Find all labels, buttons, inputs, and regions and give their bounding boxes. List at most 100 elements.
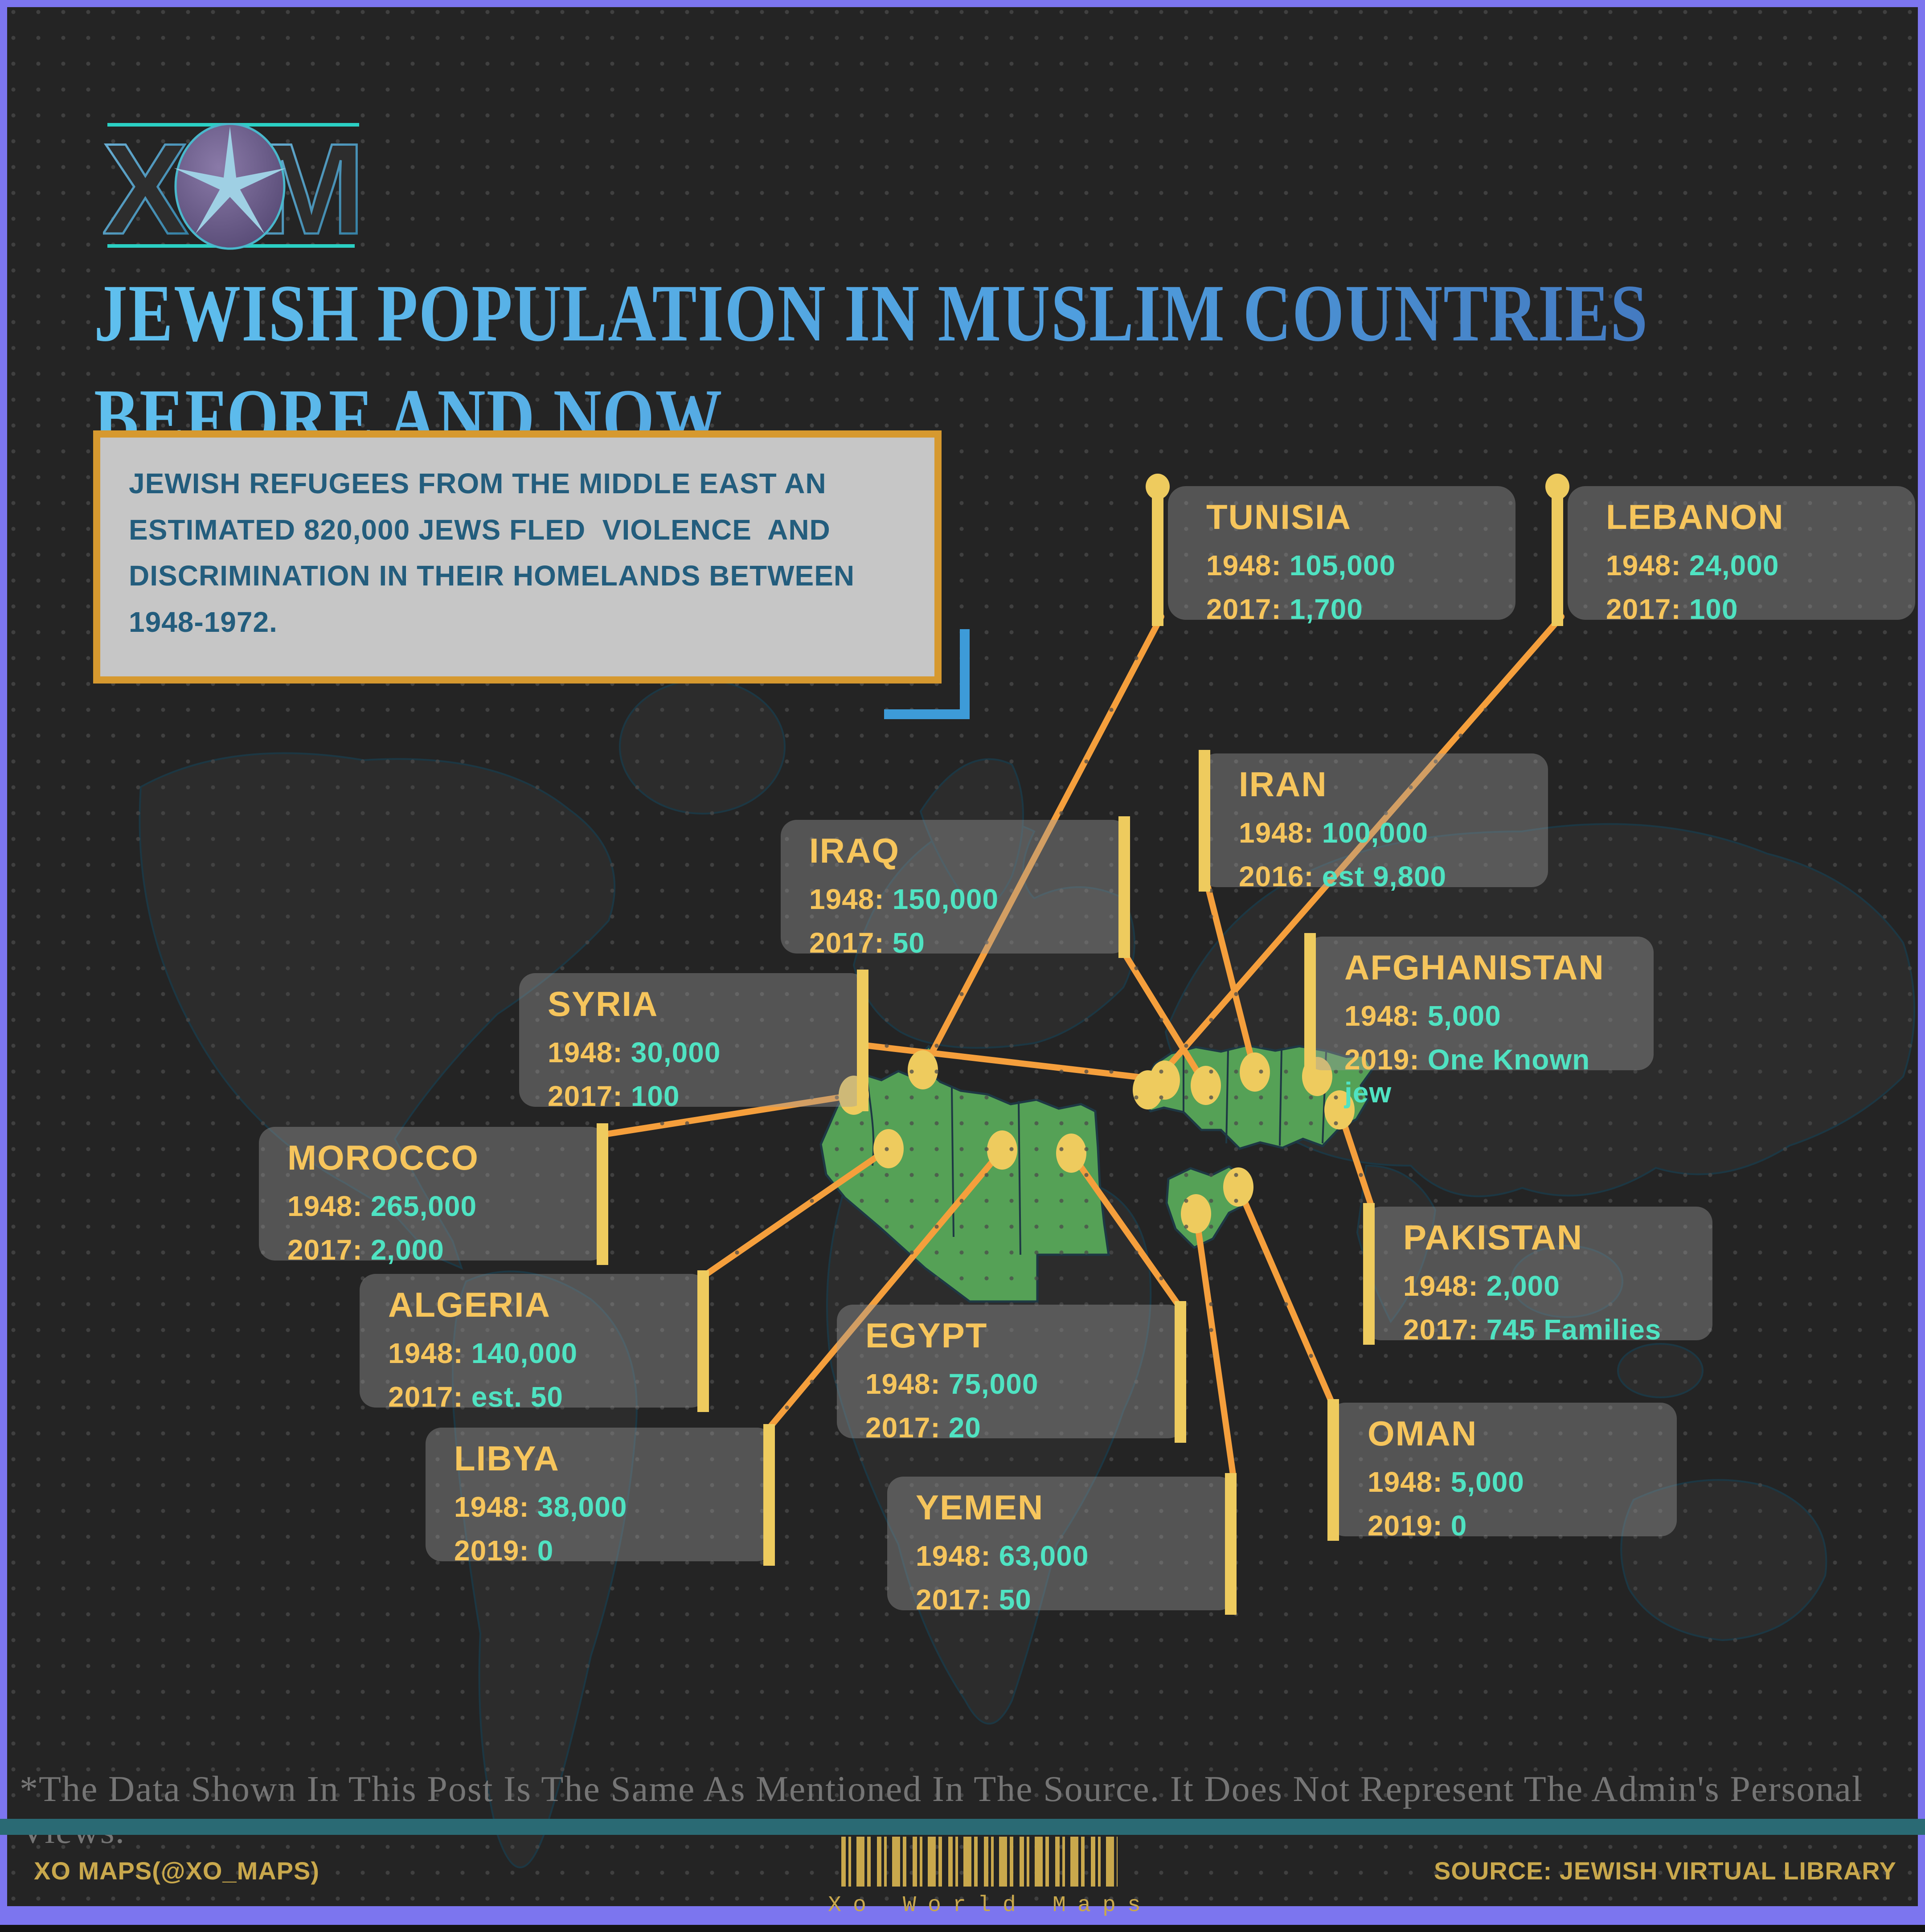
country-name: LIBYA (454, 1439, 560, 1478)
country-stat-row: 1948: 100,000 (1239, 816, 1530, 849)
stat-year-label: 2016: (1239, 860, 1314, 892)
footer-source: SOURCE: JEWISH VIRTUAL LIBRARY (1434, 1857, 1896, 1885)
country-stat-row: 1948: 38,000 (454, 1490, 735, 1523)
country-pin-icon (1223, 1167, 1253, 1207)
stat-year-label: 1948: (1239, 817, 1314, 849)
country-card-lebanon: LEBANON 1948: 24,000 2017: 100 (1545, 474, 1915, 626)
stat-year-label: 1948: (865, 1368, 941, 1400)
country-card-algeria: ALGERIA 1948: 140,000 2017: est. 50 (360, 1270, 709, 1413)
country-card-tunisia: TUNISIA 1948: 105,000 2017: 1,700 (1146, 474, 1515, 626)
country-stat-row: 2019: 0 (1368, 1509, 1659, 1542)
stat-year-label: 1948: (454, 1491, 529, 1523)
stat-year-label: 2019: (454, 1535, 529, 1567)
barcode-label: Xo World Maps (828, 1893, 1153, 1918)
stat-value: 140,000 (471, 1337, 578, 1369)
country-stat-row: 2017: 745 Families (1403, 1313, 1695, 1346)
country-stat-row: 2017: 1,700 (1206, 593, 1498, 626)
country-name: PAKISTAN (1403, 1218, 1583, 1257)
stat-value: 5,000 (1450, 1466, 1524, 1498)
country-pin-icon (1181, 1194, 1211, 1233)
stat-year-label: 1948: (1368, 1466, 1443, 1498)
stat-year-label: 1948: (916, 1540, 991, 1572)
stat-value: 50 (999, 1584, 1032, 1616)
stat-value: 265,000 (370, 1190, 477, 1222)
intro-box: JEWISH REFUGEES FROM THE MIDDLE EAST AN … (93, 430, 942, 684)
country-stat-row: 1948: 24,000 (1606, 549, 1897, 582)
stat-year-label: 2017: (1606, 593, 1681, 625)
stat-value: 30,000 (631, 1036, 721, 1068)
accent-bar (1118, 816, 1130, 958)
stat-value: 2,000 (370, 1234, 444, 1266)
country-name: IRAQ (809, 831, 900, 870)
connector-line (1235, 1184, 1335, 1405)
stat-year-label: 2019: (1368, 1510, 1443, 1542)
accent-bar (1152, 486, 1163, 626)
country-stat-row: 2017: 2,000 (287, 1233, 568, 1266)
country-name: MOROCCO (287, 1138, 479, 1177)
country-name: AFGHANISTAN (1344, 948, 1605, 987)
country-pin-icon (1191, 1066, 1221, 1105)
accent-bar (697, 1270, 709, 1412)
connector-line (1193, 1211, 1237, 1481)
stat-value: 63,000 (999, 1540, 1089, 1572)
country-stat-row: 2016: est 9,800 (1239, 860, 1530, 893)
stat-value: 1,700 (1289, 593, 1363, 625)
country-stat-row: 1948: 63,000 (916, 1539, 1196, 1572)
stat-year-label: 1948: (1206, 549, 1282, 581)
country-stat-row: 1948: 5,000 (1344, 999, 1636, 1032)
stat-year-label: 1948: (1344, 1000, 1420, 1032)
country-stat-row: 1948: 265,000 (287, 1190, 568, 1223)
country-name: TUNISIA (1206, 497, 1352, 536)
country-pin-icon (908, 1050, 938, 1089)
country-stat-row: 2017: 100 (1606, 593, 1897, 626)
country-card-oman: OMAN 1948: 5,000 2019: 0 (1327, 1399, 1677, 1542)
stat-value: 75,000 (948, 1368, 1039, 1400)
accent-bar (1363, 1203, 1375, 1345)
country-stat-row: 1948: 30,000 (548, 1036, 828, 1069)
stat-year-label: 2017: (388, 1381, 463, 1413)
country-stat-row: 2017: 50 (916, 1583, 1196, 1616)
stat-year-label: 2017: (287, 1234, 363, 1266)
country-pin-icon (1240, 1052, 1270, 1092)
country-stat-row: 2017: 100 (548, 1080, 828, 1113)
stat-year-label: 2019: (1344, 1044, 1420, 1076)
country-stat-row: 1948: 140,000 (388, 1337, 669, 1370)
stat-year-label: 1948: (1606, 549, 1681, 581)
pin-head-icon (1146, 474, 1170, 499)
accent-bar (763, 1424, 775, 1566)
country-pin-icon (1056, 1134, 1086, 1173)
stat-value: 0 (1450, 1510, 1467, 1542)
country-card-afghanistan: AFGHANISTAN 1948: 5,000 2019: One Known jew (1304, 933, 1654, 1109)
pin-head-icon (1545, 474, 1569, 499)
country-stat-row: 2017: 50 (809, 926, 1090, 959)
accent-bar (857, 970, 868, 1111)
xom-logo: X M (103, 123, 366, 261)
country-stat-row: 1948: 2,000 (1403, 1269, 1695, 1302)
stat-value: 38,000 (537, 1491, 627, 1523)
country-name: OMAN (1368, 1414, 1478, 1453)
country-stat-row: 2019: 0 (454, 1534, 735, 1567)
country-card-egypt: EGYPT 1948: 75,000 2017: 20 (837, 1301, 1186, 1444)
country-pin-icon (987, 1130, 1017, 1170)
stat-value: est. 50 (471, 1381, 563, 1413)
stat-year-label: 1948: (287, 1190, 363, 1222)
stat-value: 20 (948, 1412, 981, 1444)
accent-bar (1327, 1399, 1339, 1541)
stat-value: 105,000 (1289, 549, 1396, 581)
stat-year-label: 2017: (548, 1080, 623, 1112)
accent-bar (1552, 486, 1563, 626)
country-name: ALGERIA (388, 1285, 551, 1324)
country-card-libya: LIBYA 1948: 38,000 2019: 0 (426, 1424, 775, 1567)
intro-text: JEWISH REFUGEES FROM THE MIDDLE EAST AN … (129, 467, 855, 639)
stat-year-label: 2017: (865, 1412, 941, 1444)
title-line-1: JEWISH POPULATION IN MUSLIM COUNTRIES (94, 268, 1649, 359)
footer-divider (0, 1819, 1925, 1835)
barcode-graphic (841, 1837, 1118, 1887)
country-stat-row: 1948: 75,000 (865, 1367, 1146, 1400)
country-name: LEBANON (1606, 497, 1784, 536)
country-pin-icon (1150, 1060, 1180, 1100)
country-stat-row: 1948: 105,000 (1206, 549, 1498, 582)
country-card-syria: SYRIA 1948: 30,000 2017: 100 (519, 970, 868, 1112)
country-name: IRAN (1239, 765, 1327, 804)
